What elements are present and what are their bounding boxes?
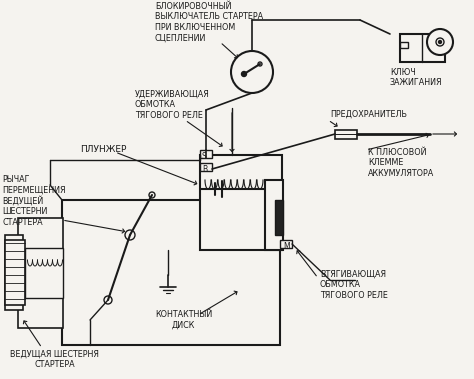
Bar [25, 248, 63, 298]
Bar [275, 200, 283, 235]
Bar [265, 180, 283, 250]
Text: БЛОКИРОВОЧНЫЙ
ВЫКЛЮЧАТЕЛЬ СТАРТЕРА
ПРИ ВКЛЮЧЕННОМ
СЦЕПЛЕНИИ: БЛОКИРОВОЧНЫЙ ВЫКЛЮЧАТЕЛЬ СТАРТЕРА ПРИ В… [155, 2, 263, 42]
Text: К ПЛЮСОВОЙ
КЛЕММЕ
АККУМУЛЯТОРА: К ПЛЮСОВОЙ КЛЕММЕ АККУМУЛЯТОРА [368, 148, 434, 178]
Circle shape [427, 29, 453, 55]
Bar [400, 42, 408, 48]
Bar [62, 200, 280, 345]
Bar [335, 130, 357, 139]
Bar [400, 34, 445, 62]
Bar [5, 235, 23, 310]
Bar [200, 155, 282, 250]
Text: УДЕРЖИВАЮЩАЯ
ОБМОТКА
ТЯГОВОГО РЕЛЕ: УДЕРЖИВАЮЩАЯ ОБМОТКА ТЯГОВОГО РЕЛЕ [135, 90, 210, 120]
Text: РЫЧАГ
ПЕРЕМЕЩЕНИЯ
ВЕДУЩЕЙ
ШЕСТЕРНИ
СТАРТЕРА: РЫЧАГ ПЕРЕМЕЩЕНИЯ ВЕДУЩЕЙ ШЕСТЕРНИ СТАРТ… [2, 175, 65, 227]
Circle shape [438, 41, 441, 44]
Text: M: M [283, 242, 290, 251]
Bar [280, 240, 292, 248]
Circle shape [436, 38, 444, 46]
Text: КЛЮЧ
ЗАЖИГАНИЯ: КЛЮЧ ЗАЖИГАНИЯ [390, 68, 443, 88]
Text: S: S [202, 152, 207, 161]
Text: ПРЕДОХРАНИТЕЛЬ: ПРЕДОХРАНИТЕЛЬ [330, 110, 407, 119]
Text: ВЕДУЩАЯ ШЕСТЕРНЯ
СТАРТЕРА: ВЕДУЩАЯ ШЕСТЕРНЯ СТАРТЕРА [10, 350, 99, 370]
Bar [200, 150, 212, 158]
Text: КОНТАКТНЫЙ
ДИСК: КОНТАКТНЫЙ ДИСК [155, 310, 212, 329]
Bar [18, 218, 63, 328]
Bar [200, 163, 212, 171]
Text: B: B [202, 165, 207, 174]
Text: ПЛУНЖЕР: ПЛУНЖЕР [80, 145, 127, 154]
Circle shape [241, 72, 246, 77]
Bar [5, 240, 25, 305]
Text: ВТЯГИВАЮЩАЯ
ОБМОТКА
ТЯГОВОГО РЕЛЕ: ВТЯГИВАЮЩАЯ ОБМОТКА ТЯГОВОГО РЕЛЕ [320, 270, 388, 300]
